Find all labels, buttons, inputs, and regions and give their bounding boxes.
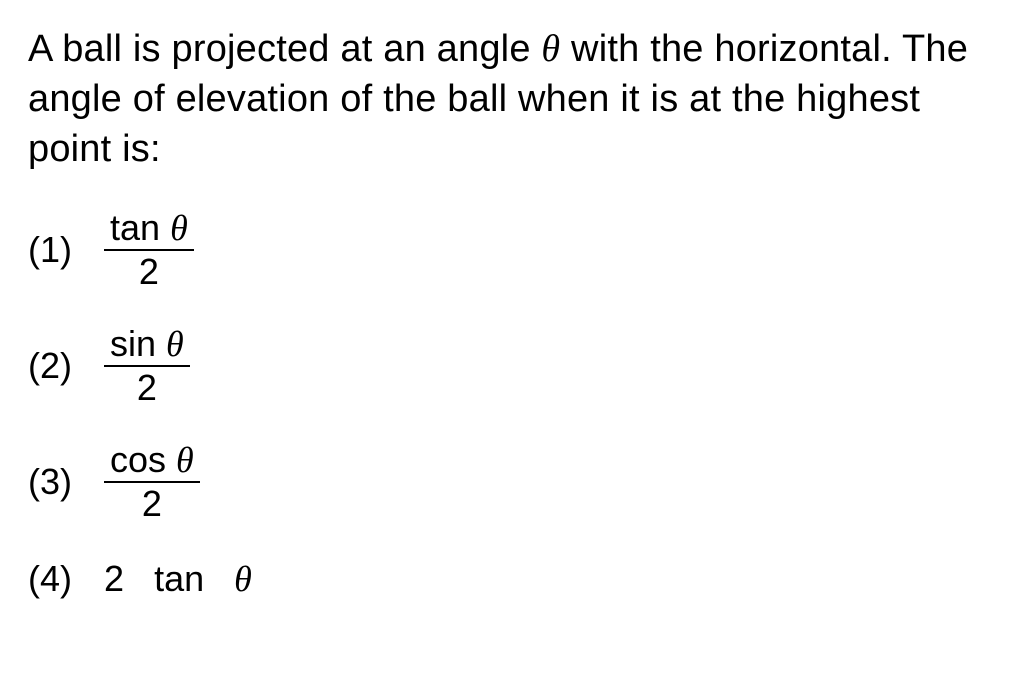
option-3: (3) cos θ 2	[28, 442, 996, 522]
option-3-func: cos	[110, 439, 166, 480]
option-4-arg: θ	[234, 559, 252, 599]
option-4-expression: 2 tan θ	[104, 558, 252, 600]
question-text: A ball is projected at an angle θ with t…	[28, 24, 996, 174]
option-1-numerator: tan θ	[104, 210, 194, 251]
option-4: (4) 2 tan θ	[28, 558, 996, 600]
option-1-fraction: tan θ 2	[104, 210, 194, 290]
option-2-label: (2)	[28, 345, 98, 387]
option-4-label: (4)	[28, 558, 98, 600]
option-3-label: (3)	[28, 461, 98, 503]
option-4-func: tan	[154, 558, 204, 599]
option-2-denominator: 2	[131, 367, 163, 406]
option-2-func: sin	[110, 323, 156, 364]
option-4-coeff: 2	[104, 558, 124, 599]
option-2-fraction: sin θ 2	[104, 326, 190, 406]
option-2: (2) sin θ 2	[28, 326, 996, 406]
question-page: A ball is projected at an angle θ with t…	[0, 0, 1024, 624]
option-2-arg: θ	[166, 324, 184, 364]
question-prefix: A ball is projected at an angle	[28, 28, 541, 70]
option-2-numerator: sin θ	[104, 326, 190, 367]
option-1-func: tan	[110, 207, 160, 248]
option-1-label: (1)	[28, 229, 98, 271]
option-3-fraction: cos θ 2	[104, 442, 200, 522]
option-3-denominator: 2	[136, 483, 168, 522]
option-3-arg: θ	[176, 440, 194, 480]
option-1-arg: θ	[170, 208, 188, 248]
options-list: (1) tan θ 2 (2) sin θ 2 (3)	[28, 210, 996, 600]
option-3-numerator: cos θ	[104, 442, 200, 483]
option-1: (1) tan θ 2	[28, 210, 996, 290]
question-theta: θ	[541, 28, 560, 70]
option-1-denominator: 2	[133, 251, 165, 290]
